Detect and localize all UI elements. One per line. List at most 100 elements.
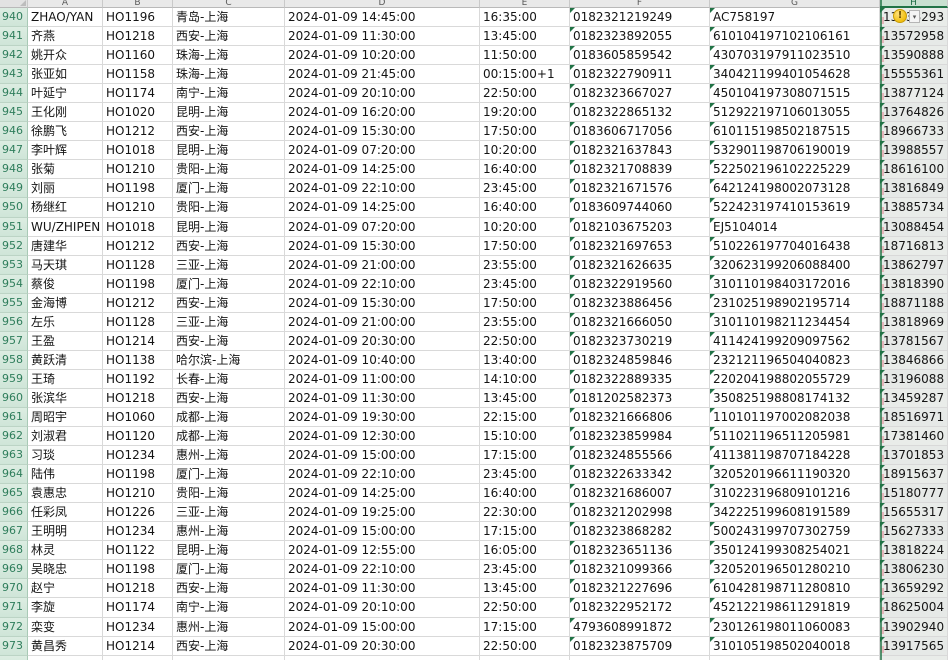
cell-arrive[interactable]: 17:15:00 xyxy=(480,617,570,637)
row-header[interactable]: 951 xyxy=(0,217,28,237)
cell-depart[interactable]: 2024-01-09 11:30:00 xyxy=(285,579,480,599)
cell-flight[interactable] xyxy=(103,655,173,660)
cell-id[interactable]: 511021196511205981 xyxy=(710,427,880,447)
cell-name[interactable]: 李叶辉 xyxy=(28,141,103,161)
column-header-f[interactable]: F xyxy=(570,0,710,8)
cell-flight[interactable]: HO1214 xyxy=(103,636,173,656)
cell-phone[interactable]: 13459287 xyxy=(880,388,948,408)
cell-ticket[interactable]: 0182323886456 xyxy=(570,293,710,313)
cell-name[interactable]: 周昭宇 xyxy=(28,407,103,428)
cell-route[interactable]: 西安-上海 xyxy=(173,122,285,142)
cell-id[interactable]: 320623199206088400 xyxy=(710,255,880,275)
cell-phone[interactable]: 13885734 xyxy=(880,198,948,218)
cell-depart[interactable]: 2024-01-09 22:10:00 xyxy=(285,560,480,580)
row-header[interactable]: 948 xyxy=(0,160,28,180)
cell-ticket[interactable]: 0182321227696 xyxy=(570,579,710,599)
cell-route[interactable]: 贵阳-上海 xyxy=(173,198,285,218)
cell-ticket[interactable]: 0182321686007 xyxy=(570,484,710,504)
cell-arrive[interactable]: 16:40:00 xyxy=(480,160,570,180)
cell-depart[interactable]: 2024-01-09 07:20:00 xyxy=(285,141,480,161)
cell-flight[interactable]: HO1160 xyxy=(103,46,173,66)
cell-depart[interactable]: 2024-01-09 11:00:00 xyxy=(285,369,480,389)
cell-flight[interactable]: HO1196 xyxy=(103,8,173,28)
cell-phone[interactable]: 15555361 xyxy=(880,65,948,85)
cell-ticket[interactable]: 0182323892055 xyxy=(570,27,710,47)
cell-ticket[interactable]: 0182324855566 xyxy=(570,446,710,466)
cell-name[interactable]: 吴晓忠 xyxy=(28,560,103,580)
cell-route[interactable]: 惠州-上海 xyxy=(173,446,285,466)
column-header-d[interactable]: D xyxy=(285,0,480,8)
cell-phone[interactable]: 13818224 xyxy=(880,541,948,561)
cell-flight[interactable]: HO1158 xyxy=(103,65,173,85)
error-dropdown-arrow-icon[interactable]: ▾ xyxy=(909,9,920,23)
cell-flight[interactable]: HO1060 xyxy=(103,407,173,428)
cell-ticket[interactable]: 0182322952172 xyxy=(570,598,710,618)
cell-depart[interactable]: 2024-01-09 21:45:00 xyxy=(285,65,480,85)
cell-depart[interactable]: 2024-01-09 14:45:00 xyxy=(285,8,480,28)
cell-arrive[interactable]: 23:45:00 xyxy=(480,179,570,199)
row-header[interactable]: 970 xyxy=(0,579,28,599)
cell-id[interactable]: 110101197002082038 xyxy=(710,407,880,428)
cell-phone[interactable]: 13590888 xyxy=(880,46,948,66)
cell-ticket[interactable]: 0183606717056 xyxy=(570,122,710,142)
row-header[interactable]: 974 xyxy=(0,655,28,660)
row-header[interactable]: 953 xyxy=(0,255,28,275)
row-header[interactable]: 955 xyxy=(0,293,28,313)
cell-route[interactable]: 珠海-上海 xyxy=(173,65,285,85)
cell-id[interactable]: EJ5104014 xyxy=(710,217,880,237)
cell-id[interactable]: 231025198902195714 xyxy=(710,293,880,313)
cell-ticket[interactable]: 0182321099366 xyxy=(570,560,710,580)
cell-route[interactable]: 昆明-上海 xyxy=(173,541,285,561)
cell-id[interactable]: 512922197106013055 xyxy=(710,103,880,123)
cell-flight[interactable]: HO1174 xyxy=(103,84,173,104)
cell-arrive[interactable]: 22:50:00 xyxy=(480,636,570,656)
cell-depart[interactable]: 2024-01-09 12:30:00 xyxy=(285,427,480,447)
cell-depart[interactable]: 2024-01-09 15:00:00 xyxy=(285,617,480,637)
cell-id[interactable]: 522502196102225229 xyxy=(710,160,880,180)
cell-phone[interactable]: 18915637 xyxy=(880,465,948,485)
cell-arrive[interactable]: 13:40:00 xyxy=(480,350,570,370)
cell-flight[interactable]: HO1120 xyxy=(103,427,173,447)
cell-id[interactable]: 522423197410153619 xyxy=(710,198,880,218)
cell-arrive[interactable]: 23:55:00 xyxy=(480,255,570,275)
cell-arrive[interactable]: 17:50:00 xyxy=(480,236,570,256)
row-header[interactable]: 942 xyxy=(0,46,28,66)
cell-phone[interactable]: 13902940 xyxy=(880,617,948,637)
cell-name[interactable]: 刘丽 xyxy=(28,179,103,199)
cell-depart[interactable]: 2024-01-09 21:00:00 xyxy=(285,312,480,332)
row-header[interactable]: 960 xyxy=(0,388,28,408)
cell-name[interactable]: 王化刚 xyxy=(28,103,103,123)
cell-phone[interactable]: 13877124 xyxy=(880,84,948,104)
cell-depart[interactable]: 2024-01-09 15:30:00 xyxy=(285,293,480,313)
cell-id[interactable]: 532901198706190019 xyxy=(710,141,880,161)
row-header[interactable]: 944 xyxy=(0,84,28,104)
cell-route[interactable]: 厦门-上海 xyxy=(173,465,285,485)
cell-arrive[interactable]: 15:10:00 xyxy=(480,427,570,447)
cell-flight[interactable]: HO1174 xyxy=(103,598,173,618)
cell-phone[interactable]: 13988557 xyxy=(880,141,948,161)
cell-route[interactable]: 西安-上海 xyxy=(173,579,285,599)
cell-arrive[interactable]: 11:50:00 xyxy=(480,46,570,66)
cell-arrive[interactable]: 13:45:00 xyxy=(480,27,570,47)
cell-flight[interactable]: HO1218 xyxy=(103,579,173,599)
cell-ticket[interactable]: 0182322790911 xyxy=(570,65,710,85)
cell-phone[interactable]: 13659292 xyxy=(880,579,948,599)
select-all-corner[interactable] xyxy=(0,0,28,8)
cell-arrive[interactable]: 23:45:00 xyxy=(480,560,570,580)
cell-route[interactable]: 西安-上海 xyxy=(173,388,285,408)
cell-flight[interactable]: HO1198 xyxy=(103,560,173,580)
cell-name[interactable]: ZHAO/YAN xyxy=(28,8,103,28)
cell-ticket[interactable]: 0182323667027 xyxy=(570,84,710,104)
cell-name[interactable]: 习琰 xyxy=(28,446,103,466)
cell-route[interactable]: 三亚-上海 xyxy=(173,255,285,275)
cell-arrive[interactable]: 22:15:00 xyxy=(480,407,570,428)
cell-ticket[interactable]: 0183605859542 xyxy=(570,46,710,66)
cell-arrive[interactable]: 16:35:00 xyxy=(480,8,570,28)
row-header[interactable]: 958 xyxy=(0,350,28,370)
cell-flight[interactable]: HO1192 xyxy=(103,369,173,389)
cell-route[interactable]: 南宁-上海 xyxy=(173,598,285,618)
cell-arrive[interactable]: 13:45:00 xyxy=(480,388,570,408)
cell-flight[interactable]: HO1018 xyxy=(103,141,173,161)
cell-ticket[interactable]: 0182321708839 xyxy=(570,160,710,180)
row-header[interactable]: 957 xyxy=(0,331,28,351)
